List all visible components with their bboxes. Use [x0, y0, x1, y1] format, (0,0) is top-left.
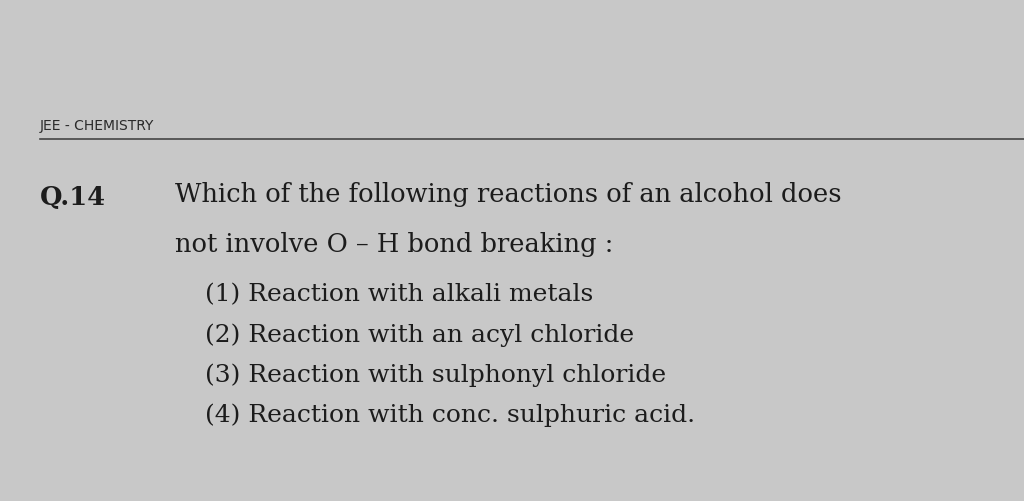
- Text: JEE - CHEMISTRY: JEE - CHEMISTRY: [40, 119, 155, 133]
- Text: (2) Reaction with an acyl chloride: (2) Reaction with an acyl chloride: [205, 322, 634, 346]
- Text: Which of the following reactions of an alcohol does: Which of the following reactions of an a…: [175, 182, 842, 206]
- Text: (1) Reaction with alkali metals: (1) Reaction with alkali metals: [205, 283, 593, 306]
- Text: (3) Reaction with sulphonyl chloride: (3) Reaction with sulphonyl chloride: [205, 362, 667, 386]
- Text: not involve O – H bond breaking :: not involve O – H bond breaking :: [175, 231, 613, 257]
- Text: (4) Reaction with conc. sulphuric acid.: (4) Reaction with conc. sulphuric acid.: [205, 402, 695, 426]
- Text: Q.14: Q.14: [40, 185, 106, 209]
